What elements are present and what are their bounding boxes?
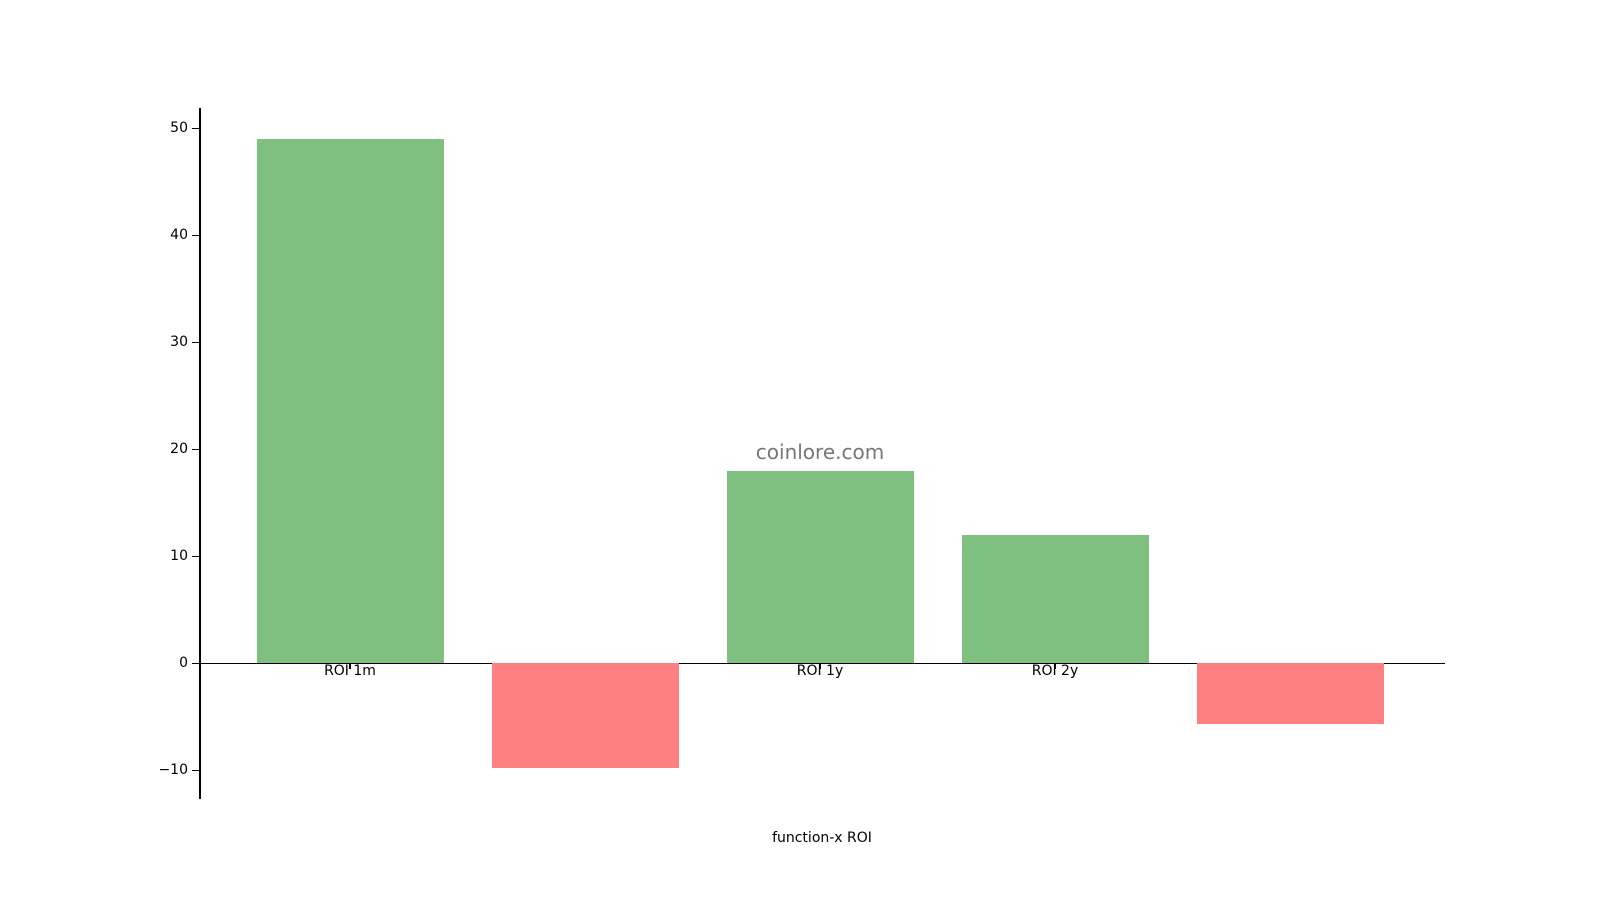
y-tick-label: 0 <box>179 655 188 672</box>
bar-unlabeled-2 <box>491 663 679 769</box>
y-tick-label: 20 <box>170 441 188 458</box>
bar-roi-2y <box>961 534 1149 664</box>
x-tick-mark <box>349 663 351 670</box>
y-tick-mark <box>192 234 199 236</box>
y-tick-mark <box>192 662 199 664</box>
bar-roi-1y <box>726 470 914 664</box>
bar-unlabeled-5 <box>1196 663 1384 725</box>
bar-roi-1m <box>256 139 444 664</box>
x-tick-label: ROI 2y <box>1031 663 1079 679</box>
y-tick-mark <box>192 127 199 129</box>
x-tick-mark <box>1054 663 1056 670</box>
y-tick-label: 40 <box>170 227 188 244</box>
x-tick-mark <box>819 663 821 670</box>
y-tick-label: −10 <box>158 762 188 779</box>
y-tick-label: 30 <box>170 334 188 351</box>
y-tick-label: 50 <box>170 120 188 137</box>
y-tick-mark <box>192 448 199 450</box>
x-axis-title: function-x ROI <box>772 830 872 846</box>
y-tick-mark <box>192 769 199 771</box>
y-tick-mark <box>192 555 199 557</box>
y-axis-spine <box>199 108 201 799</box>
y-tick-label: 10 <box>170 548 188 565</box>
watermark-text: coinlore.com <box>755 440 885 464</box>
x-tick-label: ROI 1y <box>796 663 844 679</box>
x-tick-label: ROI 1m <box>324 663 376 679</box>
y-tick-mark <box>192 341 199 343</box>
